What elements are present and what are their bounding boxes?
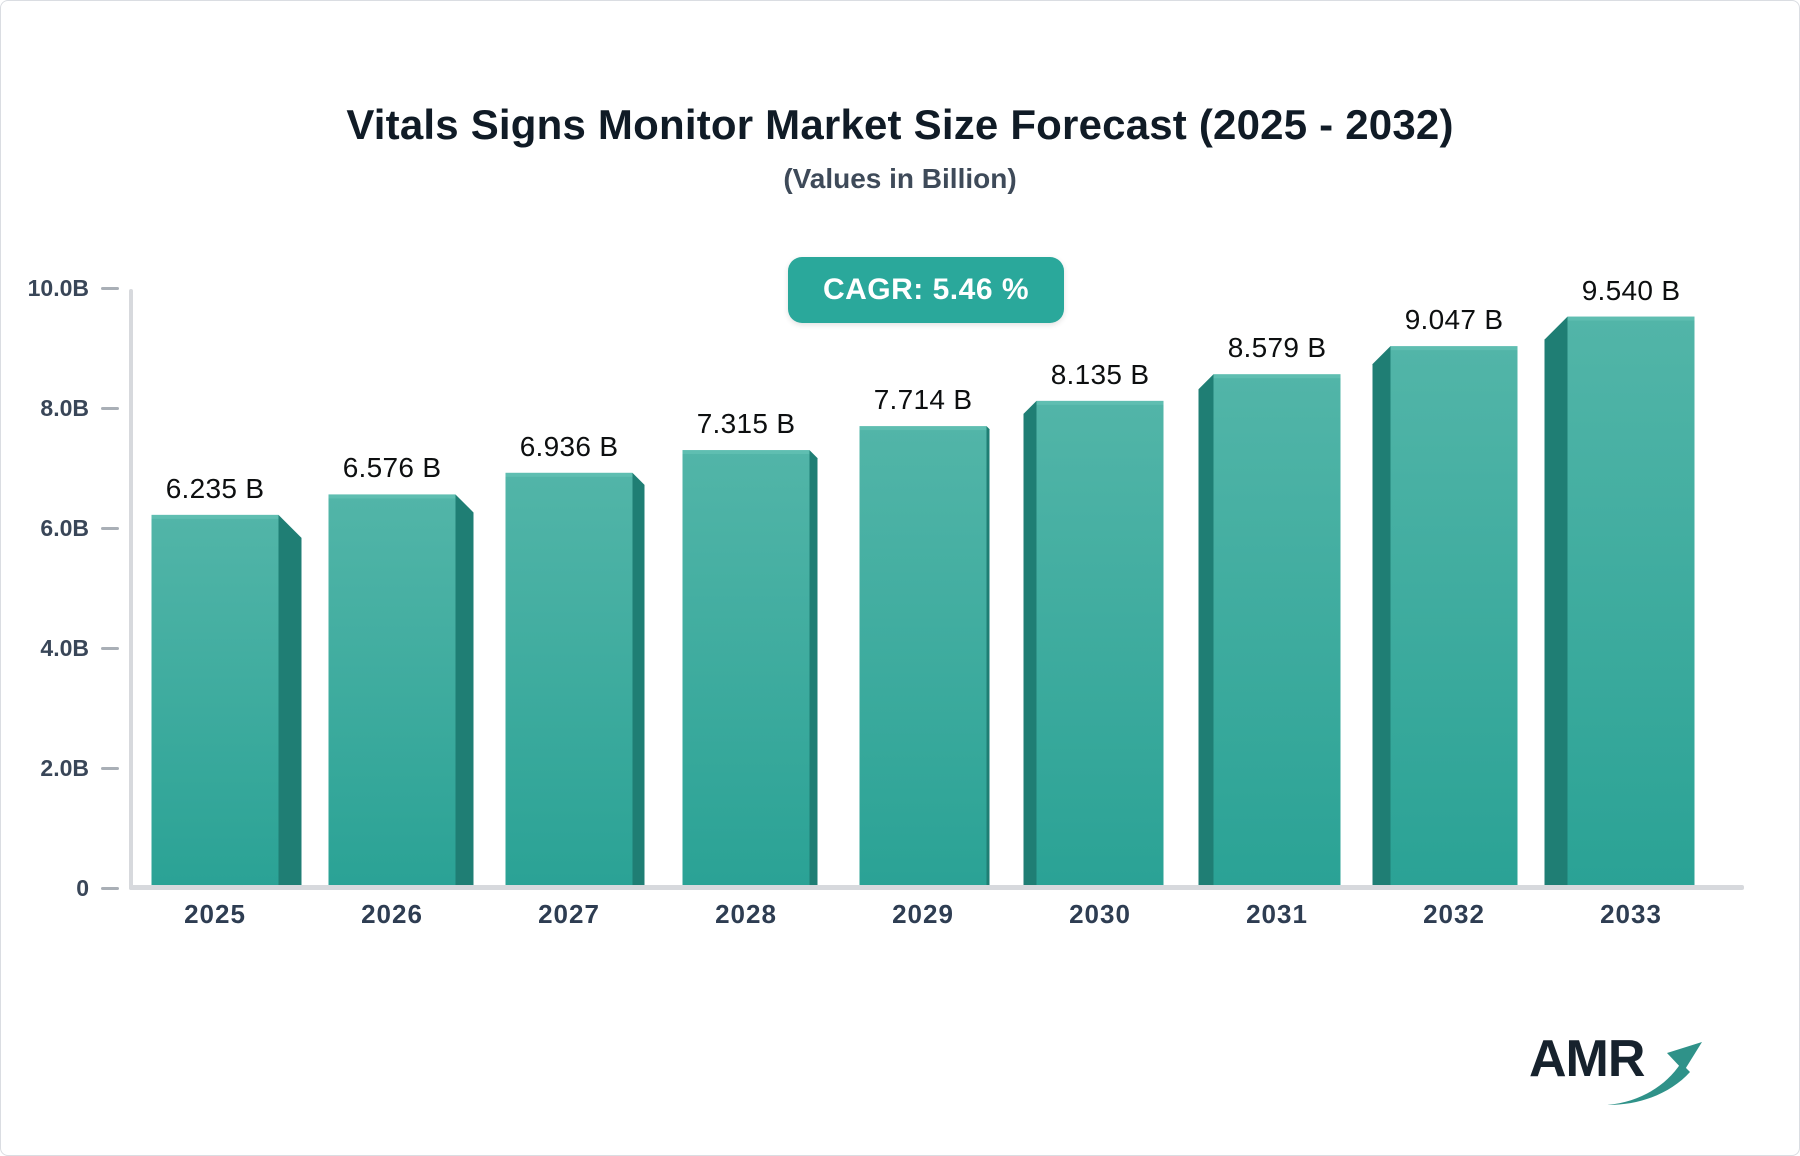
bar-front-face [1036,400,1164,889]
value-label-2029: 7.714 B [873,384,973,415]
y-axis-label-2b: 2.0B [40,755,89,781]
y-axis-tick [101,767,119,770]
bar-side-face [1544,316,1568,890]
bar-front-face [859,426,987,889]
chart-subtitle: (Values in Billion) [783,163,1017,194]
bar-top-highlight [1390,346,1518,351]
chart-title: Vitals Signs Monitor Market Size Forecas… [346,101,1454,148]
bar-front-face [1213,374,1341,889]
value-label-2033: 9.540 B [1581,275,1681,306]
y-axis-label-6b: 6.0B [40,515,89,541]
x-axis-label-2030: 2030 [1069,899,1131,929]
bar-side-face [809,450,818,889]
bar-2031[interactable] [1198,374,1341,889]
bar-side-face [632,472,645,889]
bar-2027[interactable] [505,472,645,889]
bar-front-face [505,472,633,889]
y-axis-tick [101,647,119,650]
bar-front-face [1390,346,1518,889]
value-label-2030: 8.135 B [1050,359,1150,390]
bar-front-face [682,450,810,889]
value-label-2025: 6.235 B [165,473,265,504]
x-axis-label-2028: 2028 [715,899,777,929]
bar-top-highlight [859,426,987,431]
y-axis-tick [101,527,119,530]
bar-top-highlight [151,514,279,519]
y-axis-line [129,289,133,890]
value-label-2026: 6.576 B [342,452,442,483]
bar-2030[interactable] [1023,400,1164,889]
cagr-badge-label: CAGR: 5.46 % [822,273,1030,306]
bar-2025[interactable] [151,514,302,889]
bar-front-face [151,514,279,889]
y-axis-label-0: 0 [76,875,89,901]
x-axis-label-2026: 2026 [361,899,423,929]
bar-2028[interactable] [682,450,818,889]
bar-top-highlight [1567,316,1695,321]
bar-side-face [1198,374,1214,889]
y-axis-label-4b: 4.0B [40,635,89,661]
bar-side-face [455,494,474,889]
y-axis-label-10b: 10.0B [27,275,89,301]
bar-2032[interactable] [1372,346,1518,889]
x-axis-label-2033: 2033 [1600,899,1662,929]
amr-logo: AMR [1529,1030,1719,1115]
bar-side-face [986,426,990,889]
bar-side-face [1372,346,1391,889]
value-label-2027: 6.936 B [519,431,619,462]
y-axis-tick [101,287,119,290]
bar-2033[interactable] [1544,316,1695,890]
bar-top-highlight [505,472,633,477]
x-axis-label-2027: 2027 [538,899,600,929]
value-label-2032: 9.047 B [1404,304,1504,335]
bar-top-highlight [328,494,456,499]
bar-2026[interactable] [328,494,474,889]
value-label-2031: 8.579 B [1227,332,1327,363]
bar-side-face [1023,400,1037,889]
growth-arrow-icon [1607,1042,1702,1105]
x-axis-label-2032: 2032 [1423,899,1485,929]
bar-side-face [278,514,302,889]
amr-logo-text: AMR [1529,1030,1645,1088]
bar-top-highlight [682,450,810,455]
y-axis-label-8b: 8.0B [40,395,89,421]
bar-front-face [1567,316,1695,890]
y-axis-tick [101,887,119,890]
bar-2029[interactable] [859,426,990,889]
bar-top-highlight [1213,374,1341,379]
x-axis-label-2025: 2025 [184,899,246,929]
cagr-badge: CAGR: 5.46 % [788,257,1064,323]
y-axis-tick [101,407,119,410]
x-axis-line [129,885,1744,890]
bar-front-face [328,494,456,889]
value-label-2028: 7.315 B [696,408,796,439]
bar-top-highlight [1036,400,1164,405]
x-axis-label-2031: 2031 [1246,899,1308,929]
x-axis-label-2029: 2029 [892,899,954,929]
